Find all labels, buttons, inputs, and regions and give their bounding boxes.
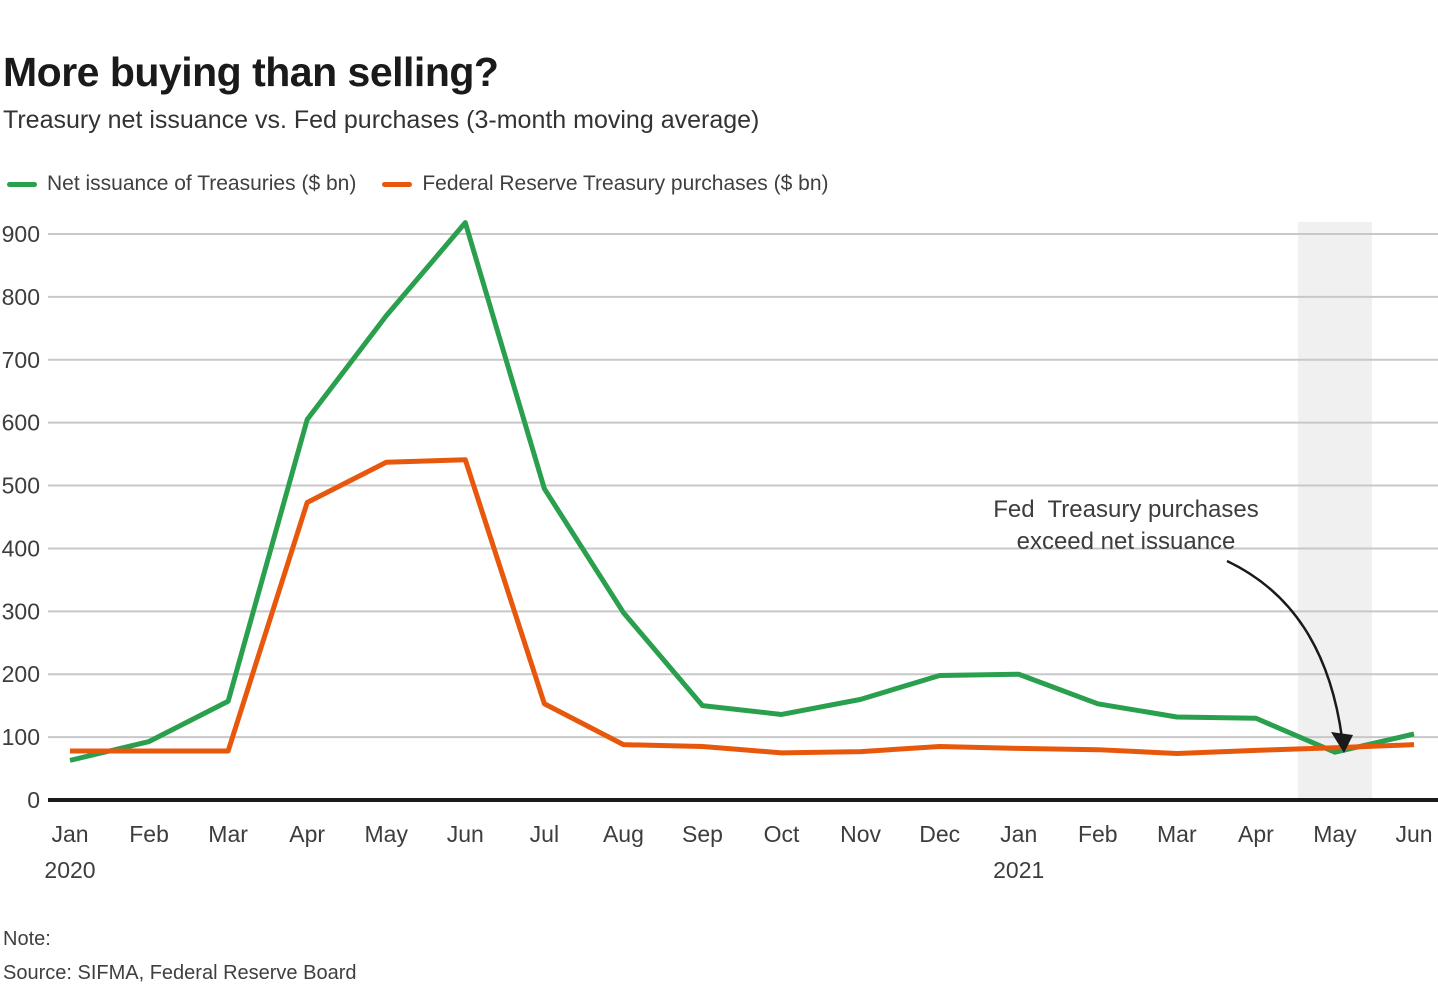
y-tick-label: 900 <box>2 221 40 247</box>
y-tick-label: 700 <box>2 347 40 373</box>
net-issuance-line <box>69 220 1415 763</box>
y-tick-label: 500 <box>2 473 40 499</box>
x-tick-year-label: 2020 <box>44 857 95 883</box>
x-tick-label: Apr <box>1238 821 1274 847</box>
source-label: Source: SIFMA, Federal Reserve Board <box>3 962 357 984</box>
x-tick-label: May <box>365 821 409 847</box>
annotation-arrow <box>1226 559 1344 739</box>
net-issuance-label: Net issuance of Treasuries ($ bn) <box>47 172 357 195</box>
y-tick-label: 100 <box>2 724 40 750</box>
highlight-band <box>1297 222 1372 800</box>
y-tick-label: 0 <box>27 787 40 813</box>
x-tick-label: Aug <box>603 821 644 847</box>
note-label: Note: <box>3 928 51 950</box>
y-tick-label: 400 <box>2 535 40 561</box>
x-tick-label: Jul <box>530 821 559 847</box>
chart-subtitle: Treasury net issuance vs. Fed purchases … <box>3 106 760 134</box>
annotation-text-line2: exceed net issuance <box>1017 528 1236 555</box>
line-chart: 0 100 200 300 400 500 600 700 800 900 Jan 2020 Feb Ma… <box>2 220 1438 883</box>
x-tick-label: Apr <box>289 821 325 847</box>
net-issuance-swatch <box>7 181 37 187</box>
annotation-text-line1: Fed Treasury purchases <box>993 496 1258 523</box>
fed-purchases-line <box>70 457 1415 756</box>
y-tick-label: 300 <box>2 598 40 624</box>
annotation-arrowhead <box>1331 732 1353 753</box>
y-tick-label: 200 <box>2 661 40 687</box>
x-tick-label: Jan <box>51 821 88 847</box>
y-tick-label: 800 <box>2 284 40 310</box>
y-tick-label: 600 <box>2 410 40 436</box>
x-tick-label: Feb <box>1078 821 1118 847</box>
x-tick-year-label: 2021 <box>993 857 1044 883</box>
x-tick-label: Nov <box>840 821 881 847</box>
legend-item-net-issuance: Net issuance of Treasuries ($ bn) <box>7 172 356 196</box>
x-tick-label: Jun <box>1395 821 1432 847</box>
x-tick-label: May <box>1313 821 1357 847</box>
x-tick-label: Jun <box>447 821 484 847</box>
legend: Net issuance of Treasuries ($ bn) Federa… <box>7 172 829 196</box>
x-tick-label: Dec <box>919 821 960 847</box>
fed-purchases-label: Federal Reserve Treasury purchases ($ bn… <box>422 172 829 195</box>
fed-purchases-swatch <box>382 181 413 187</box>
x-tick-label: Jan <box>1000 821 1037 847</box>
chart-title: More buying than selling? <box>3 49 499 96</box>
x-tick-label: Mar <box>208 821 248 847</box>
x-tick-label: Oct <box>764 821 800 847</box>
x-tick-label: Feb <box>129 821 169 847</box>
x-tick-label: Sep <box>682 821 723 847</box>
legend-item-fed-purchases: Federal Reserve Treasury purchases ($ bn… <box>382 172 829 196</box>
x-tick-label: Mar <box>1157 821 1197 847</box>
